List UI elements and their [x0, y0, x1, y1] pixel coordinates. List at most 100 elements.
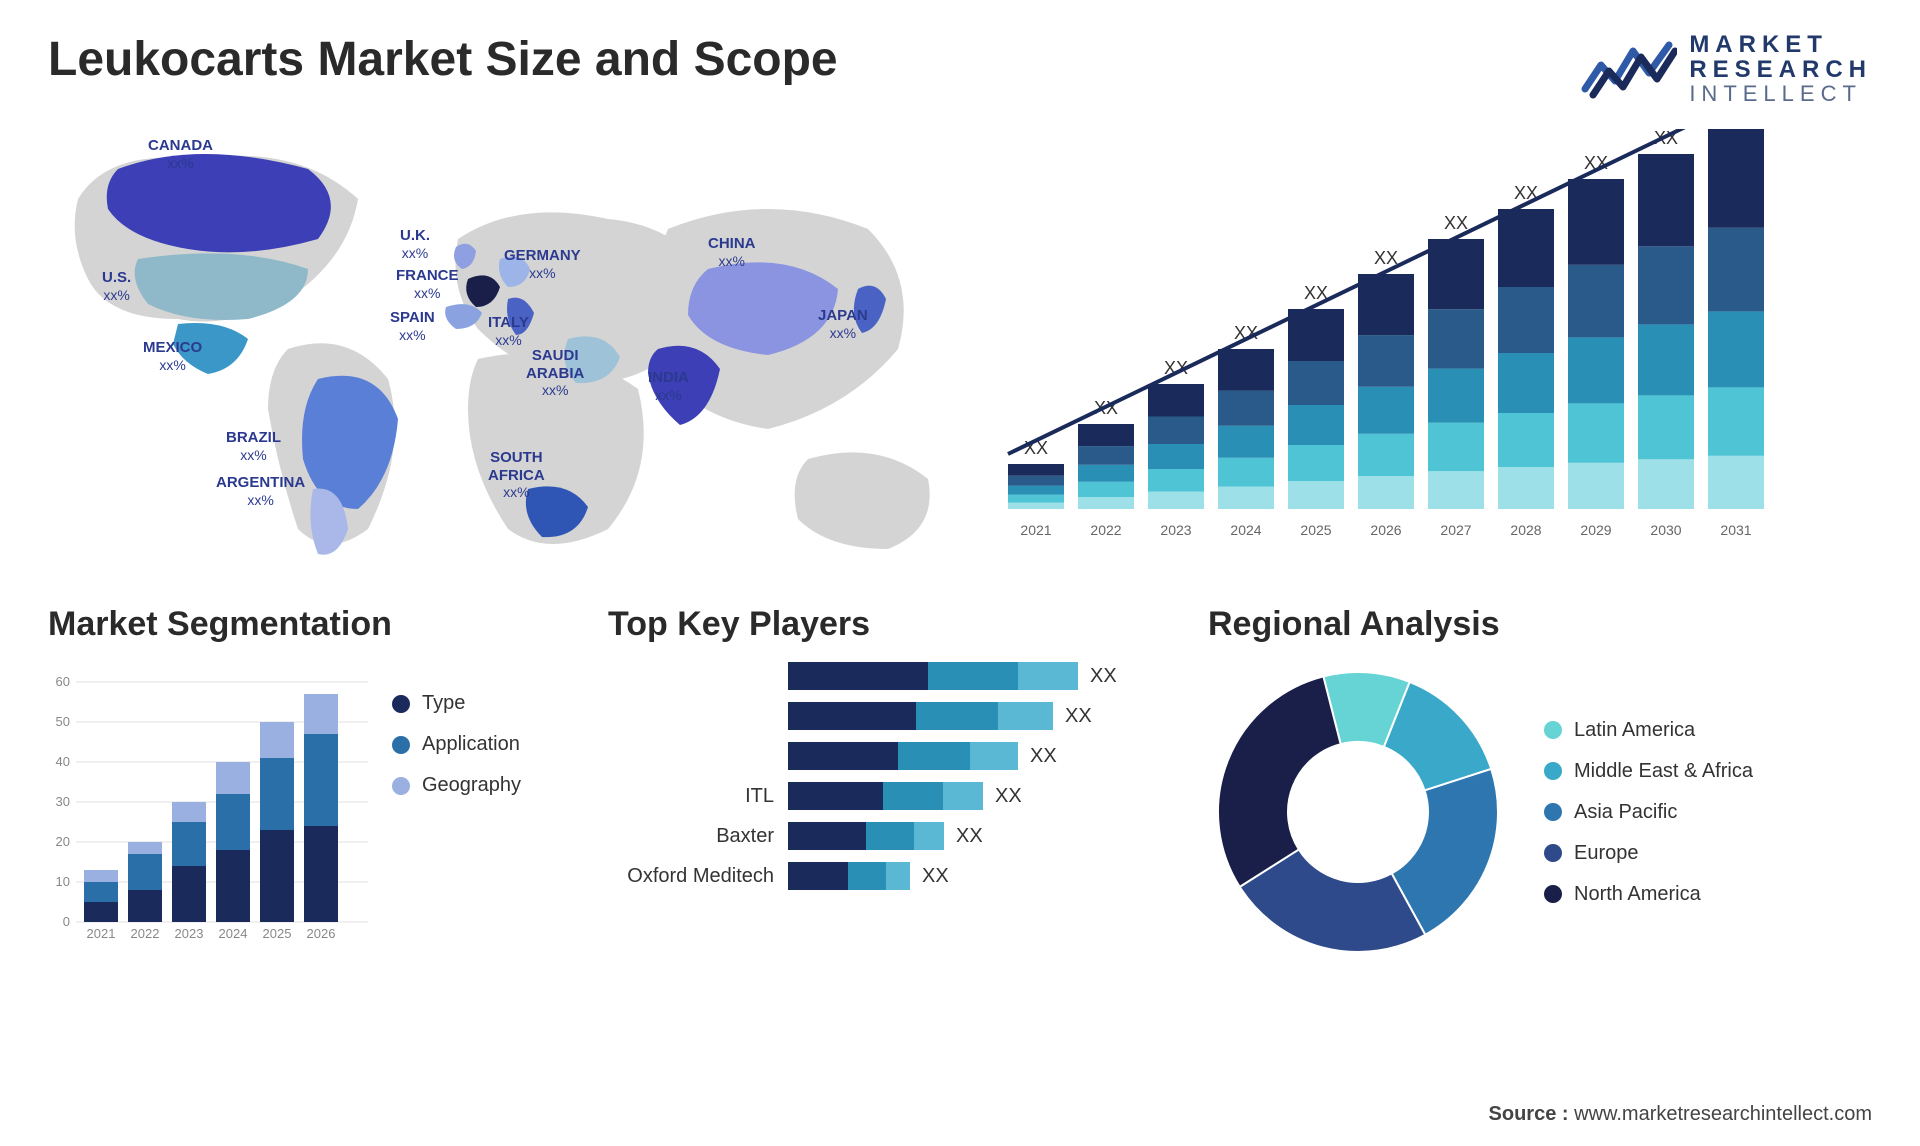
growth-bar-seg: [1218, 458, 1274, 487]
player-row: XX: [608, 742, 1168, 770]
seg-bar-year: 2026: [307, 926, 336, 941]
growth-bar-seg: [1428, 310, 1484, 369]
player-row: Oxford MeditechXX: [608, 862, 1168, 890]
growth-bar-seg: [1498, 467, 1554, 509]
legend-swatch: [392, 777, 410, 795]
logo-text: MARKET RESEARCH INTELLECT: [1689, 32, 1872, 105]
growth-bar-year: 2031: [1720, 522, 1751, 538]
growth-bar-seg: [1638, 154, 1694, 246]
growth-bar-seg: [1078, 447, 1134, 466]
player-bar-seg: [788, 662, 928, 690]
legend-label: Asia Pacific: [1574, 801, 1677, 824]
growth-bar-seg: [1708, 228, 1764, 312]
player-bar-seg: [883, 782, 943, 810]
seg-bar-seg: [84, 870, 118, 882]
page-title: Leukocarts Market Size and Scope: [48, 32, 838, 87]
legend-label: Europe: [1574, 842, 1639, 865]
player-bar-seg: [998, 702, 1053, 730]
legend-label: Application: [422, 733, 520, 756]
seg-bar-year: 2024: [219, 926, 248, 941]
map-label: ARGENTINAxx%: [216, 474, 305, 507]
growth-bar-seg: [1218, 349, 1274, 391]
growth-bar-seg: [1568, 265, 1624, 338]
map-label: MEXICOxx%: [143, 339, 202, 372]
legend-label: Geography: [422, 774, 521, 797]
legend-swatch: [392, 736, 410, 754]
legend-item: Latin America: [1544, 719, 1753, 742]
segmentation-panel: Market Segmentation 01020304050602021202…: [48, 605, 568, 962]
growth-bar-seg: [1638, 396, 1694, 460]
logo-line-2: RESEARCH: [1689, 57, 1872, 82]
player-value: XX: [956, 825, 983, 848]
segmentation-chart-svg: 0102030405060202120222023202420252026: [48, 662, 368, 942]
growth-bar-seg: [1708, 129, 1764, 228]
seg-bar-seg: [260, 758, 294, 830]
seg-bar-seg: [128, 854, 162, 890]
growth-bar-seg: [1148, 384, 1204, 417]
svg-text:10: 10: [56, 874, 70, 889]
regional-title: Regional Analysis: [1208, 605, 1872, 644]
player-bar: [788, 822, 944, 850]
player-bar-seg: [788, 862, 848, 890]
growth-bar-seg: [1078, 424, 1134, 446]
growth-bar-seg: [1078, 498, 1134, 510]
world-map-panel: CANADAxx%U.S.xx%MEXICOxx%BRAZILxx%ARGENT…: [48, 129, 958, 569]
map-label: JAPANxx%: [818, 307, 868, 340]
growth-bar-seg: [1568, 404, 1624, 463]
growth-bar-seg: [1358, 477, 1414, 510]
seg-bar-seg: [304, 734, 338, 826]
player-label: Oxford Meditech: [608, 865, 788, 888]
growth-bar-seg: [1358, 336, 1414, 388]
seg-bar-seg: [260, 722, 294, 758]
logo-line-1: MARKET: [1689, 32, 1872, 57]
map-label: FRANCExx%: [396, 267, 459, 300]
growth-bar-year: 2022: [1090, 522, 1121, 538]
growth-chart-svg: XX2021XX2022XX2023XX2024XX2025XX2026XX20…: [998, 129, 1798, 569]
donut-slice: [1218, 677, 1341, 888]
player-value: XX: [1030, 745, 1057, 768]
growth-bar-seg: [1428, 472, 1484, 510]
growth-bar-seg: [1358, 434, 1414, 476]
map-label: ITALYxx%: [488, 314, 529, 347]
regional-panel: Regional Analysis Latin America Middle Ea…: [1208, 605, 1872, 962]
growth-bar-seg: [1288, 481, 1344, 509]
growth-bar-seg: [1148, 444, 1204, 469]
growth-bar-seg: [1498, 353, 1554, 413]
legend-swatch: [392, 695, 410, 713]
legend-label: North America: [1574, 883, 1701, 906]
upper-row: CANADAxx%U.S.xx%MEXICOxx%BRAZILxx%ARGENT…: [48, 129, 1872, 569]
map-label: GERMANYxx%: [504, 247, 581, 280]
map-label: CANADAxx%: [148, 137, 213, 170]
legend-item: Asia Pacific: [1544, 801, 1753, 824]
seg-bar-seg: [128, 842, 162, 854]
growth-bar-seg: [1428, 423, 1484, 472]
source-label: Source :: [1489, 1103, 1569, 1125]
growth-bar-seg: [1288, 405, 1344, 445]
growth-bar-seg: [1638, 460, 1694, 510]
player-bar-seg: [914, 822, 944, 850]
seg-bar-seg: [84, 902, 118, 922]
legend-item: Europe: [1544, 842, 1753, 865]
legend-label: Middle East & Africa: [1574, 760, 1753, 783]
seg-bar-seg: [304, 826, 338, 922]
growth-bar-seg: [1568, 338, 1624, 404]
growth-bar-seg: [1428, 239, 1484, 309]
growth-bar-seg: [1288, 445, 1344, 481]
growth-bar-year: 2028: [1510, 522, 1541, 538]
regional-legend: Latin America Middle East & Africa Asia Pa…: [1544, 719, 1753, 906]
growth-bar-seg: [1498, 413, 1554, 467]
players-chart: XXXXXXITLXXBaxterXXOxford MeditechXX: [608, 662, 1168, 942]
source-attribution: Source : www.marketresearchintellect.com: [1489, 1103, 1872, 1126]
seg-bar-seg: [260, 830, 294, 922]
legend-swatch: [1544, 803, 1562, 821]
logo-mark-icon: [1581, 37, 1677, 101]
growth-bar-year: 2025: [1300, 522, 1331, 538]
map-label: BRAZILxx%: [226, 429, 281, 462]
player-bar-seg: [928, 662, 1018, 690]
growth-bar-seg: [1428, 369, 1484, 423]
players-panel: Top Key Players XXXXXXITLXXBaxterXXOxfor…: [608, 605, 1168, 962]
map-label: CHINAxx%: [708, 235, 756, 268]
player-value: XX: [1090, 665, 1117, 688]
player-bar-seg: [848, 862, 886, 890]
player-bar-seg: [970, 742, 1018, 770]
